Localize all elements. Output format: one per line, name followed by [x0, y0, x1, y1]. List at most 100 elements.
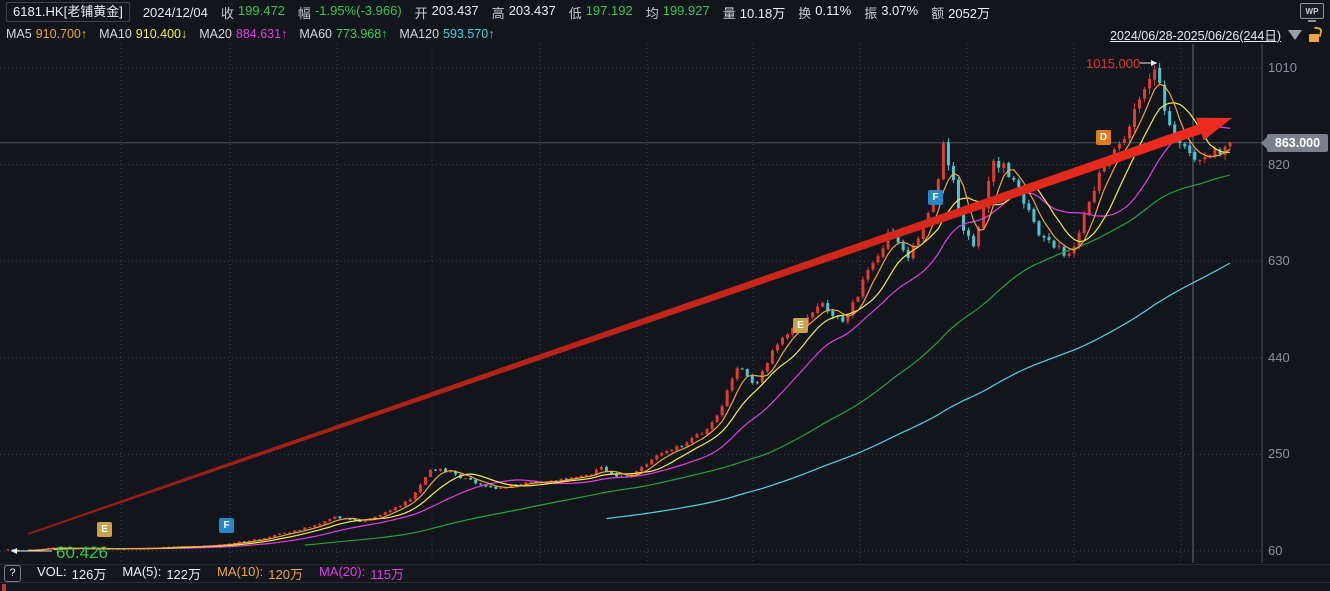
candle-body	[685, 442, 689, 446]
candle-body	[41, 548, 45, 550]
candle-body	[765, 363, 769, 372]
candle-body	[499, 487, 503, 489]
candle-body	[816, 306, 820, 314]
candle-body	[328, 518, 332, 522]
candle-body	[323, 521, 327, 524]
candle-body	[876, 256, 880, 263]
candle-body	[705, 428, 709, 434]
candle-body	[1032, 209, 1036, 222]
candle-body	[665, 451, 669, 454]
volume-field-label: MA(10):	[217, 564, 264, 579]
quote-field: 收 199.472	[221, 3, 285, 22]
volume-pane[interactable]	[0, 583, 1330, 591]
chevron-down-icon[interactable]	[1288, 29, 1302, 40]
wp-monitor-icon[interactable]: WP	[1300, 3, 1324, 22]
quote-field: 换 0.11%	[798, 3, 851, 22]
quote-field-value: 2052万	[948, 5, 991, 21]
candle-body	[871, 263, 875, 270]
event-marker-E[interactable]: E	[793, 318, 808, 333]
candle-body	[775, 344, 779, 351]
candle-body	[730, 378, 734, 391]
quote-field-label: 低	[568, 5, 582, 21]
ma-label: MA10	[99, 27, 132, 41]
unlock-icon[interactable]	[1309, 25, 1323, 42]
event-marker-D[interactable]: D	[1096, 130, 1111, 145]
candle-body	[418, 484, 422, 493]
candle-body	[293, 530, 297, 533]
candle-body	[1077, 232, 1081, 247]
candle-body	[489, 486, 493, 488]
candle-body	[1138, 99, 1142, 109]
candle-body	[479, 483, 483, 485]
candle-body	[992, 160, 996, 182]
candle-body	[449, 471, 453, 473]
candle-body	[444, 468, 448, 473]
candle-body	[428, 469, 432, 477]
candle-body	[1002, 163, 1006, 169]
candle-body	[1188, 145, 1192, 154]
volume-field: VOL: 126万	[37, 564, 106, 583]
candle-body	[911, 245, 915, 259]
quote-field-value: -1.95%(-3.966)	[314, 2, 402, 18]
candle-body	[257, 539, 261, 541]
help-icon[interactable]: ?	[4, 565, 21, 582]
volume-field-label: MA(20):	[318, 564, 366, 579]
candle-body	[770, 350, 774, 364]
candle-body	[1148, 78, 1152, 89]
ma-value: 593.570↑	[443, 27, 495, 41]
candle-body	[1102, 165, 1106, 172]
candle-body	[6, 549, 10, 551]
date-range-control: 2024/06/28-2025/06/26(244日)	[1110, 25, 1323, 43]
quote-field-value: 197.192	[585, 2, 633, 18]
quote-field: 高 203.437	[492, 3, 556, 22]
candle-body	[695, 434, 699, 438]
ma-value: 910.700↑	[35, 27, 88, 41]
quote-field-value: 199.472	[237, 2, 285, 18]
candle-body	[972, 235, 976, 247]
event-marker-F[interactable]: F	[219, 518, 234, 533]
candle-body	[589, 474, 593, 476]
volume-field-value: 120万	[268, 567, 303, 582]
quote-field-label: 收	[220, 5, 234, 21]
candle-body	[931, 198, 935, 212]
candle-body	[594, 469, 598, 475]
date-range-link[interactable]: 2024/06/28-2025/06/26(244日)	[1110, 29, 1281, 43]
candle-body	[579, 475, 583, 478]
candle-body	[333, 516, 337, 519]
candle-body	[1163, 84, 1167, 111]
candle-body	[962, 211, 966, 231]
candle-body	[660, 453, 664, 456]
candle-body	[313, 525, 317, 528]
volume-field: MA(10): 120万	[217, 564, 303, 583]
candle-body	[1223, 146, 1227, 155]
event-marker-F[interactable]: F	[928, 190, 943, 205]
candle-body	[303, 527, 307, 531]
candle-body	[559, 478, 563, 482]
quote-field-label: 量	[722, 5, 736, 21]
candle-body	[936, 179, 940, 199]
quote-field-label: 幅	[297, 5, 311, 21]
stock-symbol[interactable]: 6181.HK[老铺黄金]	[6, 2, 130, 22]
quote-field: 均 199.927	[646, 3, 710, 22]
volume-field-label: VOL:	[37, 564, 67, 579]
candle-body	[308, 527, 312, 529]
candle-body	[670, 449, 674, 452]
candle-body	[740, 368, 744, 370]
annotation-arrowhead	[1151, 60, 1157, 66]
candle-body	[569, 477, 573, 479]
candle-body	[841, 316, 845, 322]
candle-body	[785, 334, 789, 339]
ma-legend-item: MA120 593.570↑	[399, 27, 494, 41]
trend-arrow[interactable]	[27, 117, 1233, 535]
candle-body	[388, 510, 392, 513]
candle-body	[916, 238, 920, 246]
candle-body	[433, 469, 437, 471]
ma-legend-item: MA10 910.400↓	[99, 27, 187, 41]
candle-body	[615, 473, 619, 477]
event-marker-E[interactable]: E	[97, 522, 112, 537]
candle-body	[1193, 152, 1197, 160]
candle-body	[1087, 201, 1091, 215]
candle-body	[710, 422, 714, 429]
ma-value: 910.400↓	[135, 27, 188, 41]
